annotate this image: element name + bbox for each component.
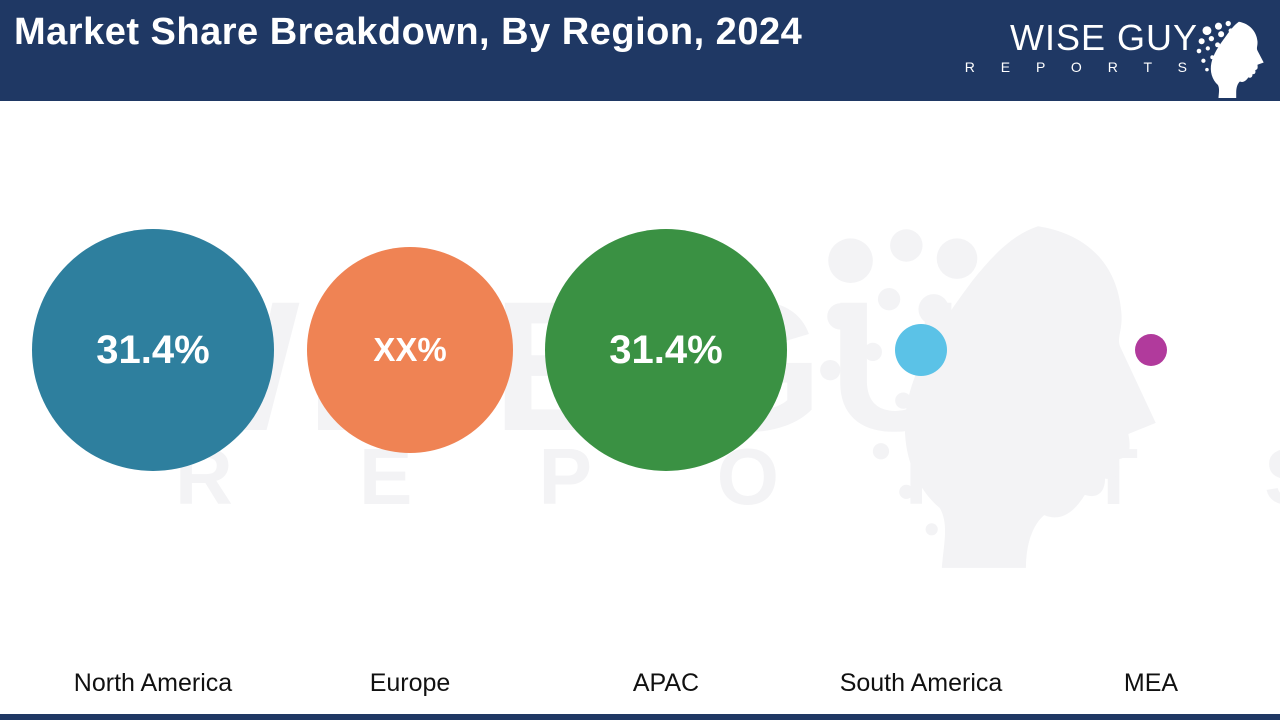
bubble-south-america [895, 324, 947, 376]
category-label-europe: Europe [369, 669, 451, 697]
header: Market Share Breakdown, By Region, 2024 … [0, 0, 1280, 101]
bubble-value-label: XX% [373, 331, 447, 368]
logo-brand-name: WISE GUY [1009, 17, 1198, 58]
bottom-accent-bar [0, 714, 1280, 720]
wiseguy-logo: WISE GUY R E P O R T S [965, 20, 1266, 98]
bubble-chart: WISE GUY R E P O R T S [0, 101, 1280, 714]
category-label-north-america: North America [73, 669, 233, 697]
category-label-south-america: South America [839, 669, 1003, 697]
category-label-mea: MEA [1123, 669, 1179, 697]
page-title: Market Share Breakdown, By Region, 2024 [14, 11, 803, 53]
bubble-value-label: 31.4% [609, 327, 723, 372]
watermark-face-icon [820, 226, 1156, 568]
bubble-value-label: 31.4% [96, 327, 210, 372]
bubble-mea [1135, 334, 1167, 366]
bubble-north-america: 31.4% [32, 229, 274, 471]
logo-brand-subtitle: R E P O R T S [964, 59, 1198, 75]
bubble-apac: 31.4% [545, 229, 787, 471]
wiseguy-logo-text: WISE GUY R E P O R T S [964, 17, 1198, 76]
category-label-apac: APAC [632, 669, 700, 697]
bubble-europe: XX% [307, 247, 513, 453]
wiseguy-face-icon [1196, 20, 1264, 98]
